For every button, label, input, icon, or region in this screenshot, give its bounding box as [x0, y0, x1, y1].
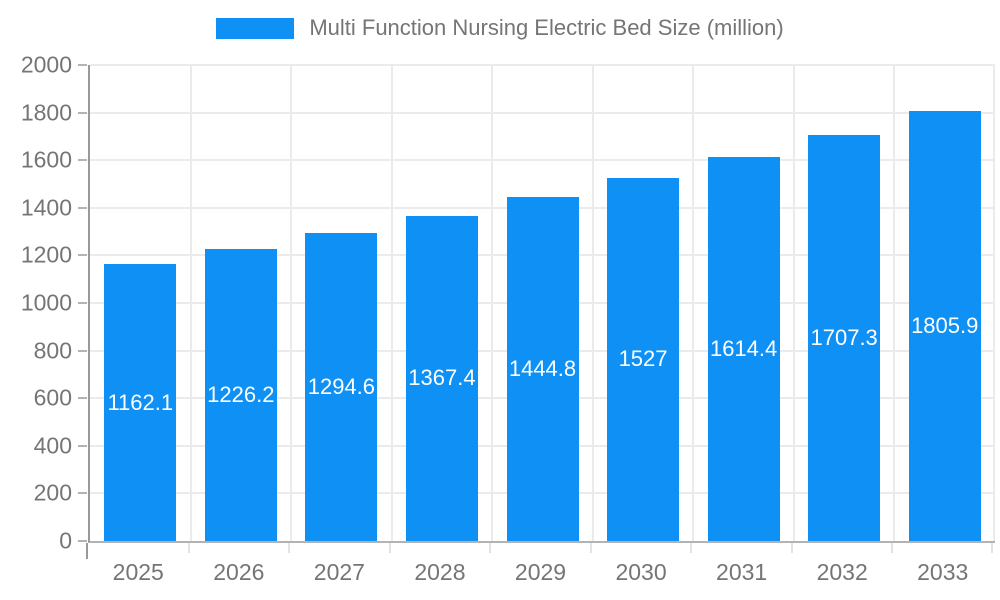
y-tick-mark — [78, 492, 87, 495]
y-tick-mark — [78, 159, 87, 162]
y-tick-mark — [78, 540, 87, 542]
bar[interactable]: 1527 — [607, 177, 680, 541]
bar-value-label: 1527 — [618, 346, 668, 372]
x-tick-mark — [288, 543, 291, 553]
y-tick-mark — [78, 397, 87, 400]
bar-value-label: 1367.4 — [408, 365, 476, 391]
bar[interactable]: 1162.1 — [104, 264, 177, 541]
y-tick-mark — [78, 206, 87, 209]
bar-value-label: 1444.8 — [508, 356, 577, 382]
bar[interactable]: 1707.3 — [808, 134, 881, 541]
x-tick-mark — [991, 543, 993, 553]
bar-value-label: 1805.9 — [911, 313, 979, 339]
y-tick-label: 1200 — [20, 241, 72, 268]
vertical-gridline — [692, 65, 695, 541]
vertical-gridline — [390, 65, 393, 541]
y-tick-label: 1800 — [20, 99, 72, 126]
y-tick-mark — [78, 254, 87, 257]
x-category-label: 2027 — [313, 559, 365, 585]
bar[interactable]: 1294.6 — [305, 232, 378, 541]
x-category-label: 2032 — [816, 559, 868, 585]
vertical-gridline — [491, 65, 494, 541]
y-tick-mark — [78, 349, 87, 352]
y-tick-mark — [78, 111, 87, 114]
y-tick-label: 2000 — [20, 51, 72, 78]
bar[interactable]: 1614.4 — [707, 156, 780, 541]
bar-value-label: 1614.4 — [709, 335, 778, 361]
y-tick-mark — [78, 444, 87, 447]
bar[interactable]: 1444.8 — [506, 197, 579, 541]
x-category-label: 2033 — [917, 559, 969, 585]
horizontal-gridline — [90, 64, 995, 66]
bar-value-label: 1707.3 — [810, 324, 878, 350]
bar[interactable]: 1226.2 — [204, 249, 277, 541]
y-tick-mark — [78, 64, 87, 66]
y-tick-label: 0 — [59, 527, 72, 554]
vertical-gridline — [893, 65, 896, 541]
x-category-label: 2030 — [615, 559, 667, 585]
bar-value-label: 1226.2 — [207, 382, 275, 408]
x-tick-mark — [891, 543, 894, 553]
bar[interactable]: 1805.9 — [908, 111, 981, 541]
x-tick-mark — [187, 543, 190, 553]
legend[interactable]: Multi Function Nursing Electric Bed Size… — [0, 14, 1000, 42]
vertical-gridline — [792, 65, 795, 541]
vertical-gridline — [290, 65, 293, 541]
horizontal-gridline — [90, 159, 995, 162]
x-tick-mark — [388, 543, 391, 553]
y-tick-label: 800 — [33, 337, 72, 364]
x-category-label: 2029 — [514, 559, 567, 585]
horizontal-gridline — [90, 111, 995, 114]
bar-value-label: 1294.6 — [307, 373, 376, 399]
bar-value-label: 1162.1 — [107, 389, 174, 415]
x-category-label: 2031 — [716, 559, 768, 585]
bar[interactable]: 1367.4 — [405, 215, 478, 541]
vertical-gridline — [993, 65, 995, 541]
y-tick-label: 1000 — [20, 289, 72, 316]
vertical-gridline — [189, 65, 192, 541]
x-category-label: 2028 — [414, 559, 466, 585]
legend-swatch — [216, 17, 295, 39]
y-tick-label: 200 — [33, 479, 72, 506]
y-tick-mark — [78, 302, 87, 304]
x-tick-mark — [489, 543, 492, 553]
x-category-label: 2025 — [112, 559, 164, 585]
vertical-gridline — [591, 65, 594, 541]
legend-label: Multi Function Nursing Electric Bed Size… — [309, 15, 784, 40]
x-tick-mark — [690, 543, 693, 553]
x-tick-mark — [86, 543, 88, 559]
x-category-label: 2026 — [213, 559, 265, 585]
plot-area: 1162.1 1226.2 1294.6 1367.4 1444.8 1527 1614.4… — [88, 64, 995, 543]
y-tick-label: 1400 — [20, 194, 72, 221]
y-tick-label: 1600 — [20, 146, 72, 173]
y-tick-label: 600 — [33, 384, 72, 411]
x-tick-mark — [589, 543, 592, 553]
y-tick-label: 400 — [33, 432, 72, 459]
x-tick-mark — [790, 543, 793, 553]
